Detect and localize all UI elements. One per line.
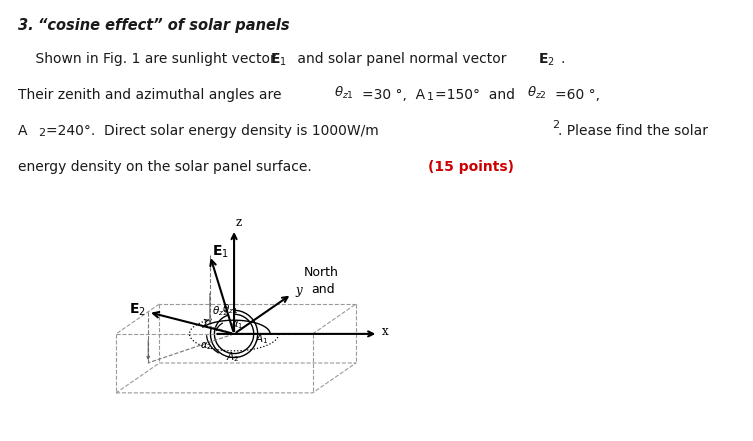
Text: 2: 2 (38, 128, 45, 138)
Text: 1: 1 (427, 92, 434, 102)
Text: $\mathbf{E}_1$: $\mathbf{E}_1$ (270, 52, 287, 68)
Text: z: z (236, 217, 242, 229)
Text: energy density on the solar panel surface.: energy density on the solar panel surfac… (18, 160, 321, 174)
Text: $\theta_{z1}$: $\theta_{z1}$ (334, 85, 354, 101)
Text: =30 °,  A: =30 °, A (362, 88, 425, 102)
Text: $\theta_{z1}$: $\theta_{z1}$ (222, 302, 238, 316)
Text: =240°.  Direct solar energy density is 1000W/m: =240°. Direct solar energy density is 10… (46, 124, 379, 138)
Text: x: x (382, 325, 388, 338)
Text: $\theta_{z2}$: $\theta_{z2}$ (212, 304, 228, 318)
Text: .: . (560, 52, 565, 66)
Text: $A_2$: $A_2$ (226, 350, 239, 364)
Text: $\mathbf{E}_2$: $\mathbf{E}_2$ (129, 301, 145, 318)
Text: and: and (312, 283, 335, 296)
Text: “cosine effect” of solar panels: “cosine effect” of solar panels (38, 18, 290, 33)
Text: $\mathbf{E}_2$: $\mathbf{E}_2$ (538, 52, 555, 68)
Text: (15 points): (15 points) (428, 160, 514, 174)
Text: y: y (295, 284, 302, 297)
Text: =60 °,: =60 °, (555, 88, 600, 102)
Text: 2: 2 (552, 120, 559, 130)
Text: $\mathbf{E}_1$: $\mathbf{E}_1$ (212, 243, 230, 260)
Text: and solar panel normal vector: and solar panel normal vector (293, 52, 511, 66)
Text: $\theta_{z2}$: $\theta_{z2}$ (527, 85, 547, 101)
Text: =150°  and: =150° and (435, 88, 524, 102)
Text: A: A (18, 124, 28, 138)
Text: $\alpha_2$: $\alpha_2$ (200, 340, 212, 352)
Text: Shown in Fig. 1 are sunlight vector: Shown in Fig. 1 are sunlight vector (18, 52, 280, 66)
Text: $\alpha_1$: $\alpha_1$ (231, 319, 243, 331)
Text: Their zenith and azimuthal angles are: Their zenith and azimuthal angles are (18, 88, 286, 102)
Text: . Please find the solar: . Please find the solar (558, 124, 708, 138)
Text: 3.: 3. (18, 18, 38, 33)
Text: $A_1$: $A_1$ (255, 333, 269, 346)
Text: North: North (303, 266, 338, 279)
